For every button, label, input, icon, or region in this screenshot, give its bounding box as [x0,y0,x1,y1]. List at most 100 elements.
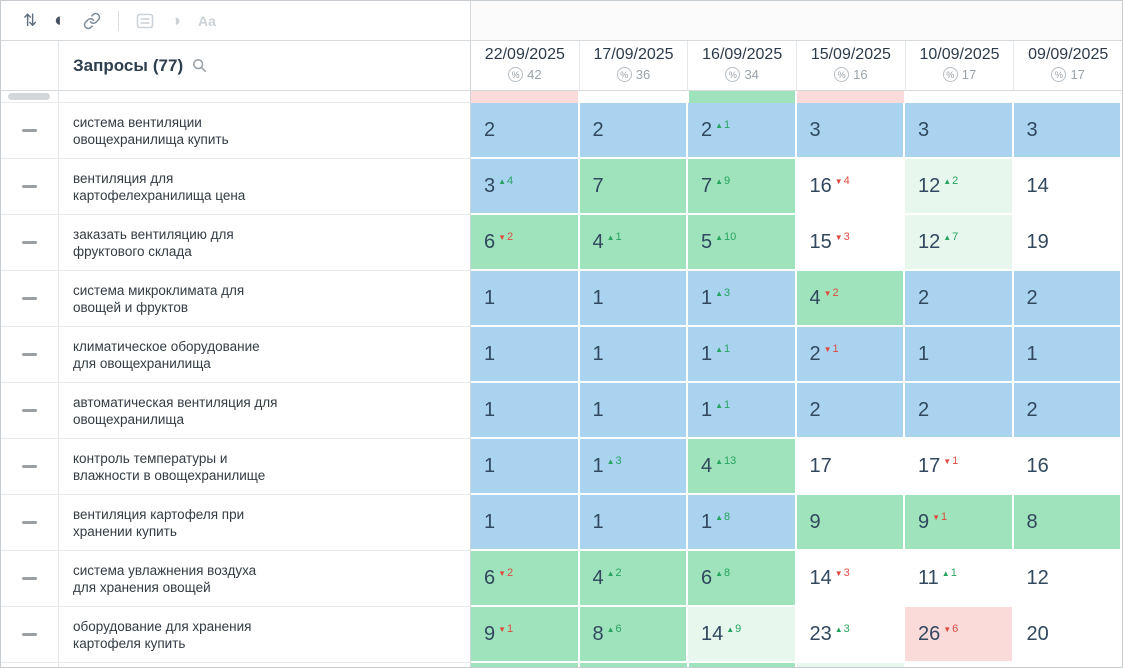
position-cell[interactable]: 19 [1013,215,1122,271]
date-column-header[interactable]: 10/09/2025 % 17 [904,41,1014,91]
percent-line: % 17 [906,67,1014,82]
position-cell[interactable]: 1 [579,327,688,383]
keyword-cell[interactable]: заказать вентиляцию для фруктового склад… [59,215,471,271]
position-cell[interactable]: 34 [471,159,580,215]
position-value: 1 [592,398,604,421]
position-cell[interactable]: 413 [688,439,797,495]
row-handle[interactable] [1,159,59,215]
change-up-indicator: 1 [715,119,730,131]
position-cell[interactable]: 11 [688,327,797,383]
keyword-cell[interactable]: климатическое оборудование для овощехран… [59,327,471,383]
position-cell[interactable]: 1 [471,327,580,383]
position-cell[interactable]: 153 [796,215,905,271]
position-cell[interactable]: 1 [471,271,580,327]
position-cell[interactable]: 122 [905,159,1014,215]
position-cell[interactable]: 3 [905,103,1014,159]
position-cell[interactable]: 11 [688,383,797,439]
position-value: 1 [484,342,496,365]
font-case-icon[interactable]: Aa [198,12,216,29]
keyword-cell[interactable]: вентиляция для картофелехранилища цена [59,159,471,215]
position-cell[interactable]: 111 [905,551,1014,607]
position-cell[interactable]: 2 [1013,383,1122,439]
position-cell[interactable]: 266 [905,607,1014,663]
position-cell[interactable]: 2 [905,271,1014,327]
position-cell[interactable]: 510 [688,215,797,271]
date-column-header[interactable]: 15/09/2025 % 16 [796,41,905,91]
position-cell[interactable]: 9 [796,495,905,551]
row-handle[interactable] [1,607,59,663]
position-cell[interactable]: 42 [579,551,688,607]
position-cell[interactable]: 1 [579,271,688,327]
position-cell[interactable]: 8 [1013,495,1122,551]
card-icon[interactable] [136,13,154,29]
position-cell[interactable]: 233 [796,607,905,663]
date-column-header[interactable]: 22/09/2025 % 42 [471,41,579,91]
position-cell[interactable]: 79 [688,159,797,215]
position-value: 1 [592,510,604,533]
position-cell[interactable]: 1 [1013,327,1122,383]
position-cell[interactable]: 7 [579,159,688,215]
position-cell[interactable]: 2 [1013,271,1122,327]
position-cell[interactable]: 91 [471,607,580,663]
position-cell[interactable]: 127 [905,215,1014,271]
position-cell[interactable]: 2 [471,103,580,159]
position-cell[interactable]: 1 [579,383,688,439]
sort-icon[interactable]: ⇅ [23,11,38,30]
contrast-icon[interactable]: ◐ [54,10,66,31]
keyword-cell[interactable]: вентиляция картофеля при хранении купить [59,495,471,551]
position-cell[interactable]: 16 [1013,439,1122,495]
row-handle[interactable] [1,215,59,271]
position-cell[interactable]: 62 [471,215,580,271]
position-cell[interactable]: 42 [796,271,905,327]
position-cell[interactable]: 18 [688,495,797,551]
row-handle[interactable] [1,439,59,495]
row-handle[interactable] [1,495,59,551]
scrollbar-thumb[interactable] [8,93,50,100]
position-cell[interactable]: 2 [579,103,688,159]
position-cell[interactable]: 1 [471,439,580,495]
position-cell[interactable]: 41 [579,215,688,271]
position-cell[interactable]: 62 [471,551,580,607]
position-cell[interactable]: 143 [796,551,905,607]
position-cell[interactable]: 17 [796,439,905,495]
row-handle[interactable] [1,103,59,159]
row-handle[interactable] [1,383,59,439]
contrast-disabled-icon[interactable]: ◑ [170,11,182,30]
search-icon[interactable] [192,58,207,73]
keyword-cell[interactable]: автоматическая вентиляция для овощехрани… [59,383,471,439]
row-handle[interactable] [1,551,59,607]
position-cell[interactable]: 20 [1013,607,1122,663]
position-cell[interactable]: 3 [796,103,905,159]
position-cell[interactable]: 13 [688,271,797,327]
position-cell[interactable]: 1 [471,495,580,551]
position-cell[interactable]: 164 [796,159,905,215]
position-cell[interactable]: 2 [905,383,1014,439]
table-body: система вентиляции овощехранилища купить… [1,103,1122,663]
link-icon[interactable] [83,12,101,30]
position-cell[interactable]: 2 [796,383,905,439]
position-cell[interactable]: 1 [579,495,688,551]
position-cell[interactable]: 21 [796,327,905,383]
keyword-cell[interactable]: система микроклимата для овощей и фрукто… [59,271,471,327]
position-cell[interactable]: 91 [905,495,1014,551]
date-column-header[interactable]: 09/09/2025 % 17 [1013,41,1122,91]
position-cell[interactable]: 171 [905,439,1014,495]
position-cell[interactable]: 1 [471,383,580,439]
position-cell[interactable]: 21 [688,103,797,159]
keyword-cell[interactable]: оборудование для хранения картофеля купи… [59,607,471,663]
position-cell[interactable]: 149 [688,607,797,663]
row-handle[interactable] [1,271,59,327]
position-cell[interactable]: 12 [1013,551,1122,607]
position-cell[interactable]: 68 [688,551,797,607]
position-cell[interactable]: 13 [579,439,688,495]
position-cell[interactable]: 14 [1013,159,1122,215]
keyword-cell[interactable]: контроль температуры и влажности в овоще… [59,439,471,495]
keyword-cell[interactable]: система увлажнения воздуха для хранения … [59,551,471,607]
position-cell[interactable]: 3 [1013,103,1122,159]
row-handle[interactable] [1,327,59,383]
date-column-header[interactable]: 16/09/2025 % 34 [687,41,797,91]
position-cell[interactable]: 1 [905,327,1014,383]
position-cell[interactable]: 86 [579,607,688,663]
keyword-cell[interactable]: система вентиляции овощехранилища купить [59,103,471,159]
date-column-header[interactable]: 17/09/2025 % 36 [578,41,688,91]
